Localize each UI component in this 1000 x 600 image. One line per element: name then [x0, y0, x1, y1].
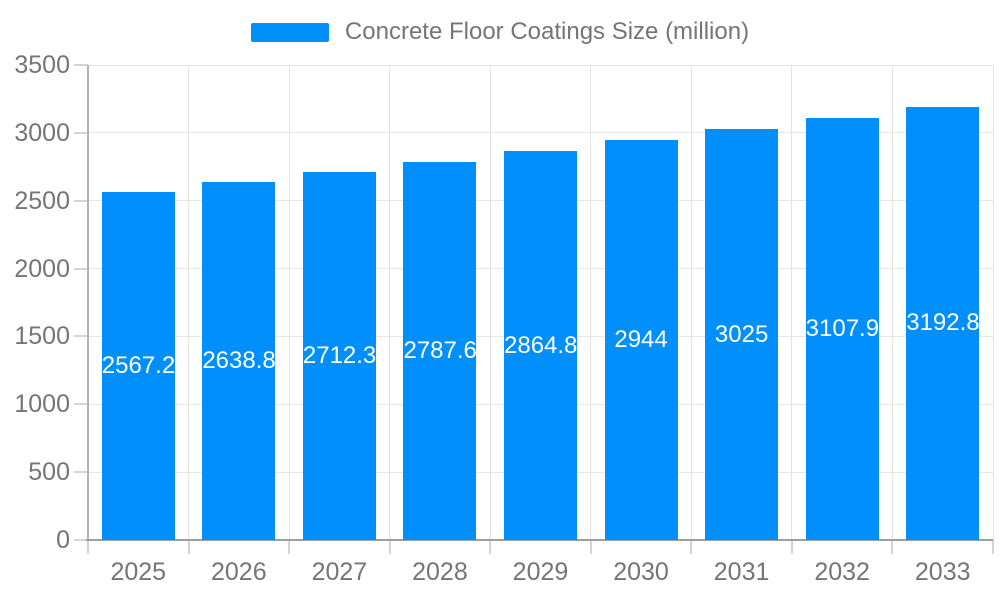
x-axis-label: 2025 — [110, 558, 167, 586]
x-tick — [589, 540, 592, 554]
y-tick — [74, 199, 88, 202]
legend-marker — [250, 22, 329, 42]
x-tick — [388, 540, 391, 554]
y-axis-label: 3000 — [14, 118, 70, 147]
x-tick — [288, 540, 291, 554]
x-tick — [690, 540, 693, 554]
bar-value-label: 3025 — [714, 320, 769, 348]
x-tick — [992, 540, 994, 554]
bar[interactable]: 3025 — [705, 129, 779, 540]
y-tick — [74, 403, 88, 406]
x-axis-label: 2026 — [211, 558, 267, 586]
legend-label: Concrete Floor Coatings Size (million) — [344, 18, 750, 45]
y-tick — [74, 64, 88, 66]
x-axis-line — [86, 539, 993, 541]
x-gridline — [188, 65, 190, 540]
y-axis-label: 500 — [28, 458, 70, 487]
x-axis-label: 2033 — [914, 558, 971, 586]
y-axis-line — [87, 65, 89, 540]
bar[interactable]: 2567.2 — [101, 191, 176, 540]
bar-value-label: 3107.9 — [805, 315, 880, 343]
y-axis-label: 1500 — [14, 322, 70, 351]
bar-value-label: 2712.3 — [302, 341, 377, 369]
bar-value-label: 2638.8 — [202, 346, 276, 374]
bar[interactable]: 2638.8 — [202, 181, 276, 540]
x-tick — [489, 540, 492, 554]
bar-value-label: 2944 — [614, 326, 668, 354]
y-gridline — [88, 64, 993, 66]
y-axis-label: 1000 — [14, 390, 70, 419]
y-axis-label: 2000 — [14, 254, 70, 283]
y-tick — [74, 471, 88, 474]
y-tick — [74, 335, 88, 338]
bar[interactable]: 2712.3 — [302, 171, 377, 540]
x-gridline — [288, 65, 290, 540]
y-axis-label: 3500 — [14, 51, 70, 79]
bar[interactable]: 2787.6 — [403, 161, 477, 540]
bar[interactable]: 3107.9 — [805, 118, 880, 540]
bar-value-label: 2567.2 — [101, 351, 176, 379]
bar[interactable]: 2864.8 — [504, 151, 577, 540]
x-axis-label: 2031 — [713, 558, 770, 586]
x-axis-label: 2028 — [412, 558, 468, 586]
y-axis-label: 2500 — [14, 186, 70, 215]
y-tick — [74, 539, 88, 541]
bar-value-label: 2864.8 — [504, 331, 578, 359]
bar[interactable]: 3192.8 — [906, 106, 980, 540]
x-axis-label: 2027 — [311, 558, 368, 586]
bar-value-label: 2787.6 — [403, 336, 477, 364]
y-tick — [74, 267, 88, 270]
y-gridline — [88, 132, 993, 134]
x-tick — [891, 540, 894, 554]
y-axis-label: 0 — [56, 526, 70, 554]
x-gridline — [690, 65, 692, 540]
x-tick — [790, 540, 793, 554]
x-gridline — [489, 65, 491, 540]
legend-item[interactable]: Concrete Floor Coatings Size (million) — [0, 17, 1000, 47]
bar-value-label: 3192.8 — [906, 309, 980, 337]
x-axis-label: 2032 — [814, 558, 870, 586]
x-axis-label: 2029 — [512, 558, 569, 586]
x-gridline — [791, 65, 793, 540]
y-tick — [74, 131, 88, 134]
x-gridline — [389, 65, 391, 540]
bar[interactable]: 2944 — [604, 140, 678, 540]
x-tick — [87, 540, 89, 554]
x-tick — [187, 540, 190, 554]
x-gridline — [992, 65, 994, 540]
x-gridline — [590, 65, 592, 540]
x-gridline — [891, 65, 893, 540]
x-axis-label: 2030 — [613, 558, 669, 586]
